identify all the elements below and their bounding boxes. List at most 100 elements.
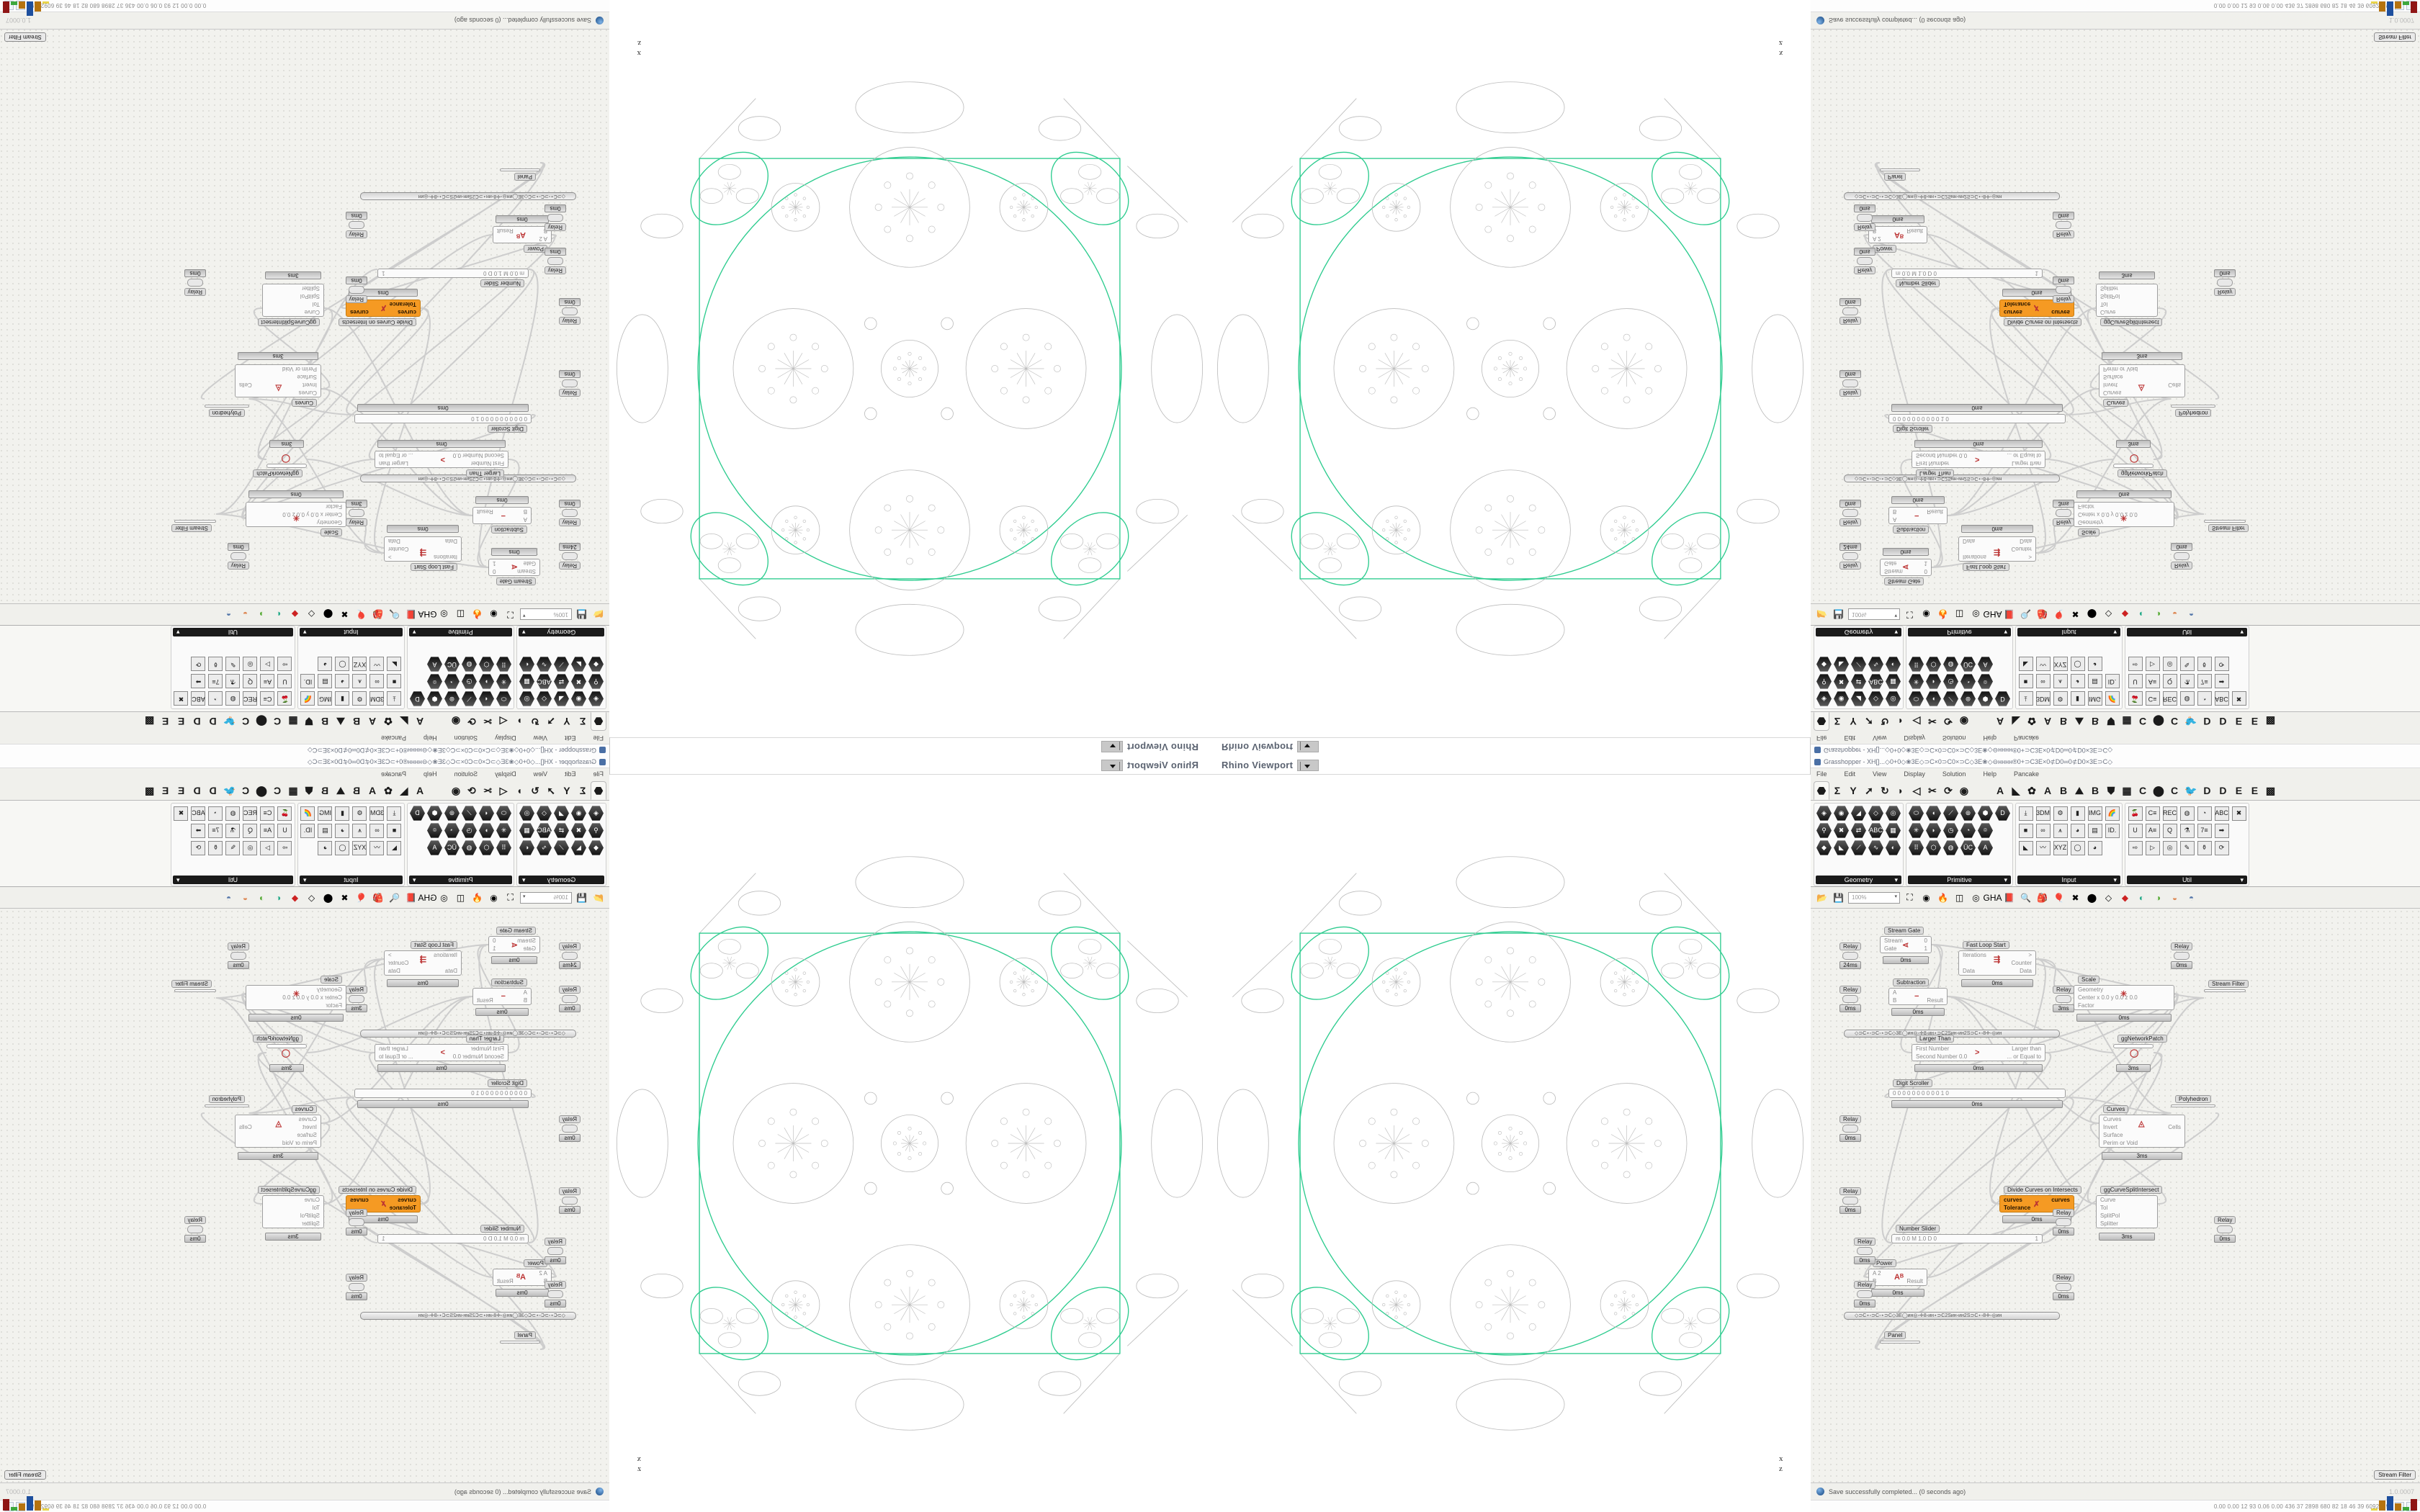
component-button[interactable]: A≡ [2144,822,2161,839]
component-button[interactable]: ■ [386,673,403,690]
component-button[interactable]: ◣ [1833,840,1850,856]
node-title-label[interactable]: Larger Than [1916,1035,1955,1043]
node-canvas[interactable]: ◇⊃C⋆◦⊃C◦⋆⊃C◇3E◯ин◎◦✛8◦ин⋆⊃C2Sин◦ин2S⊃C⋆◦… [0,909,609,1482]
component-button[interactable]: XYZ [351,656,368,672]
menu-item-display[interactable]: Display [1904,734,1925,742]
save-file-icon[interactable]: 💾 [576,609,587,620]
component-button[interactable]: ▤ [317,673,333,690]
component-button[interactable]: A [426,656,443,672]
plugin-shield-tab[interactable]: ⛊ [301,712,317,731]
chevron-down-icon[interactable]: ▾ [176,629,180,636]
node-title-label[interactable]: ggNetworkPatch [253,1035,302,1043]
node-title-label[interactable]: Power [1873,1259,1896,1267]
component-button[interactable]: ◎ [519,805,535,822]
relay-node[interactable] [230,952,246,960]
relay-node[interactable] [2174,552,2190,560]
node-title-label[interactable]: Number Slider [480,279,524,287]
component-button[interactable]: ◔ [207,690,224,707]
component-button[interactable]: ◎ [242,840,259,856]
search-icon[interactable]: 🔍 [2020,892,2031,903]
component-button[interactable]: ⤓ [386,805,403,822]
component-button[interactable]: ◖ [478,805,495,822]
transform-tab[interactable]: ⟳ [1940,712,1956,731]
component-button[interactable]: ⌾ [426,822,443,839]
display-tab[interactable]: ◉ [448,781,464,800]
relay-node[interactable] [1842,307,1858,315]
chevron-down-icon[interactable]: ▾ [1894,629,1898,636]
node-title-label[interactable]: Larger Than [465,469,504,477]
surface-tab[interactable]: ◗ [511,781,527,800]
node-param-row[interactable]: Surface [2099,1131,2184,1139]
component-button[interactable]: ABC [1868,673,1884,690]
plugin-grid-tab[interactable]: ▦ [285,781,301,800]
component-button[interactable]: ⊛ [1960,805,1976,822]
component-button[interactable]: D [409,805,426,822]
relay-node[interactable] [562,995,578,1003]
component-button[interactable]: ✎ [225,656,241,672]
component-button[interactable]: ◆ [588,656,604,672]
relay-label[interactable]: Relay [1839,389,1862,397]
component-button[interactable]: IMG [2087,805,2103,822]
node-param-row[interactable]: Factor [2074,1002,2174,1009]
component-button[interactable]: ◉ [1833,690,1850,707]
component-button[interactable]: ⟳ [190,840,207,856]
relay-node[interactable] [547,257,563,265]
relay-label[interactable]: Relay [1839,986,1862,994]
plugin-bird-tab[interactable]: 🐦 [221,712,238,731]
preview-eye-icon[interactable]: ◉ [490,892,498,903]
component-button[interactable]: ◣ [386,656,403,672]
node-title-label[interactable]: Subtraction [1893,978,1930,986]
node-title-label[interactable]: Stream Gate [1884,577,1924,585]
component-button[interactable]: 🌈 [2104,805,2120,822]
component-button[interactable]: ⚲ [588,673,604,690]
node-param-row[interactable] [205,405,248,407]
graph-node[interactable]: 0 0 0 0 0 0 0 0 0 0 1 0 [1888,1089,2066,1098]
preview-wire-icon[interactable]: ◇ [308,609,315,620]
plugin-e-tab[interactable]: E [174,712,189,731]
component-button[interactable]: IMG [2087,690,2103,707]
plugin-b-tab[interactable]: B [349,781,364,800]
component-button[interactable]: ◕ [334,673,351,690]
relay-label[interactable]: Relay [345,230,367,238]
node-param-row[interactable] [1881,1341,1919,1343]
display-tab[interactable]: ◉ [1956,712,1972,731]
document-icon[interactable]: 📕 [2004,609,2015,620]
node-param-row[interactable]: 0 0 0 0 0 0 0 0 0 0 1 0 [1889,415,2065,423]
ribbon-group-label[interactable]: Input ▾ [2017,876,2120,884]
ribbon-group-label[interactable]: Util ▾ [173,876,293,884]
graph-node[interactable] [205,405,249,408]
component-button[interactable]: 🌈 [300,690,316,707]
plugin-c-tab[interactable]: C [269,712,285,731]
component-button[interactable]: ◍ [2179,690,2195,707]
plugin-shield-tab[interactable]: ⛊ [2103,781,2119,800]
menu-item-file[interactable]: File [593,770,604,778]
vector-tab[interactable]: ➚ [1861,712,1877,731]
relay-label[interactable]: Relay [1854,223,1876,231]
node-param-row[interactable]: Curve [263,308,323,316]
node-canvas[interactable]: ◇⊃C⋆◦⊃C◦⋆⊃C◇3E◯ин◎◦✛8◦ин⋆⊃C2Sин◦ин2S⊃C⋆◦… [0,30,609,603]
component-button[interactable]: ⚗ [225,673,241,690]
bake-flame-icon[interactable]: 🔥 [472,892,483,903]
chevron-down-icon[interactable]: ▾ [2240,629,2244,636]
component-button[interactable]: ◔ [2196,805,2213,822]
component-button[interactable]: ABC [536,822,552,839]
component-button[interactable]: 7≡ [207,822,224,839]
view-green-icon[interactable]: ◐ [275,609,282,620]
open-file-icon[interactable]: 📂 [593,609,604,620]
component-button[interactable]: ⚗ [225,822,241,839]
node-title-label[interactable]: Divide Curves on Intersects [2004,318,2081,326]
graph-node[interactable]: Stream 0 Gate 1 [1880,936,1932,953]
relay-label[interactable]: Relay [558,562,581,570]
curve-tab[interactable]: ↻ [527,712,543,731]
component-button[interactable]: ◍ [461,840,478,856]
relay-node[interactable] [562,1125,578,1133]
sets-tab[interactable]: Y [559,712,575,731]
node-param-row[interactable] [2172,1105,2215,1107]
relay-label[interactable]: Relay [2053,1274,2075,1282]
view-green-icon[interactable]: ◐ [2138,609,2145,620]
relay-label[interactable]: Relay [544,1281,566,1289]
menu-item-solution[interactable]: Solution [1942,770,1966,778]
node-title-label[interactable]: Digit Scroller [1893,425,1933,433]
component-button[interactable]: ⌾ [1977,673,1994,690]
